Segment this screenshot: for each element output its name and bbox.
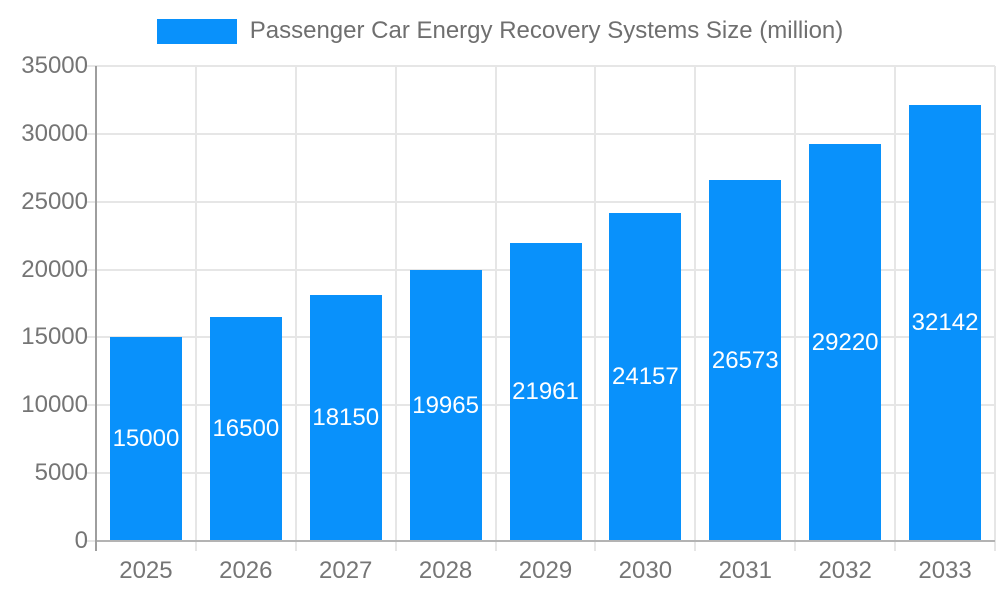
y-tick-label: 10000 — [21, 391, 88, 419]
bar-value-label: 29220 — [811, 328, 879, 356]
y-tick-label: 0 — [74, 527, 88, 554]
x-tick-label: 2026 — [219, 557, 273, 584]
bar-value-label: 21961 — [512, 377, 579, 405]
y-tick-label: 5000 — [34, 459, 88, 487]
x-tick-label: 2027 — [319, 557, 373, 584]
y-tick-mark — [87, 65, 96, 67]
vertical-gridline — [994, 66, 996, 551]
vertical-gridline — [694, 66, 697, 551]
y-tick-mark — [87, 336, 96, 339]
y-tick-label: 15000 — [21, 323, 88, 351]
bar-2025: 15000 — [109, 337, 182, 541]
x-tick-label: 2031 — [718, 557, 772, 584]
legend-color-swatch — [156, 18, 237, 44]
vertical-gridline — [194, 66, 197, 551]
y-tick-label: 30000 — [21, 119, 88, 147]
bar-2031: 26573 — [709, 180, 782, 541]
y-tick-label: 25000 — [21, 187, 88, 215]
vertical-gridline — [794, 66, 797, 551]
x-tick-label: 2033 — [918, 557, 972, 584]
vertical-gridline — [894, 66, 897, 551]
vertical-gridline — [294, 66, 297, 551]
plot-area: 0 5000 10000 15000 20000 25000 30000 35000 15000… — [21, 53, 996, 584]
bar-2027: 18150 — [309, 294, 382, 541]
y-axis-line — [95, 66, 97, 551]
vertical-gridline — [494, 66, 497, 551]
vertical-gridline — [394, 66, 397, 551]
bar-2028: 19965 — [409, 270, 482, 541]
horizontal-gridline — [96, 200, 995, 203]
bar-value-label: 26573 — [711, 346, 779, 374]
y-tick-mark — [87, 132, 96, 135]
y-tick-mark — [87, 404, 96, 407]
bar-value-label: 24157 — [612, 363, 679, 391]
bar-value-label: 18150 — [312, 403, 380, 431]
bar-value-label: 32142 — [911, 308, 979, 336]
y-tick-mark — [87, 200, 96, 203]
horizontal-gridline — [96, 65, 995, 67]
x-axis-baseline — [96, 540, 995, 542]
chart-legend: Passenger Car Energy Recovery Systems Si… — [0, 17, 1000, 45]
x-tick-label: 2030 — [618, 557, 673, 584]
x-tick-label: 2028 — [418, 557, 473, 584]
x-tick-label: 2025 — [119, 557, 173, 584]
bar-value-label: 16500 — [212, 415, 280, 443]
vertical-gridline — [594, 66, 597, 551]
bar-2033: 32142 — [909, 104, 982, 541]
x-tick-label: 2032 — [818, 557, 872, 584]
y-tick-mark — [87, 540, 96, 542]
bar-2032: 29220 — [809, 144, 882, 541]
y-tick-label: 20000 — [21, 255, 88, 283]
bar-2030: 24157 — [609, 213, 682, 541]
bar-value-label: 15000 — [112, 425, 180, 453]
y-tick-mark — [87, 472, 96, 475]
x-tick-label: 2029 — [518, 557, 573, 584]
bar-value-label: 19965 — [412, 391, 479, 419]
legend-label: Passenger Car Energy Recovery Systems Si… — [249, 17, 844, 44]
y-tick-mark — [87, 268, 96, 271]
y-tick-label: 35000 — [21, 52, 88, 79]
bar-2029: 21961 — [509, 242, 582, 541]
horizontal-gridline — [96, 132, 995, 135]
bar-2026: 16500 — [209, 317, 282, 541]
